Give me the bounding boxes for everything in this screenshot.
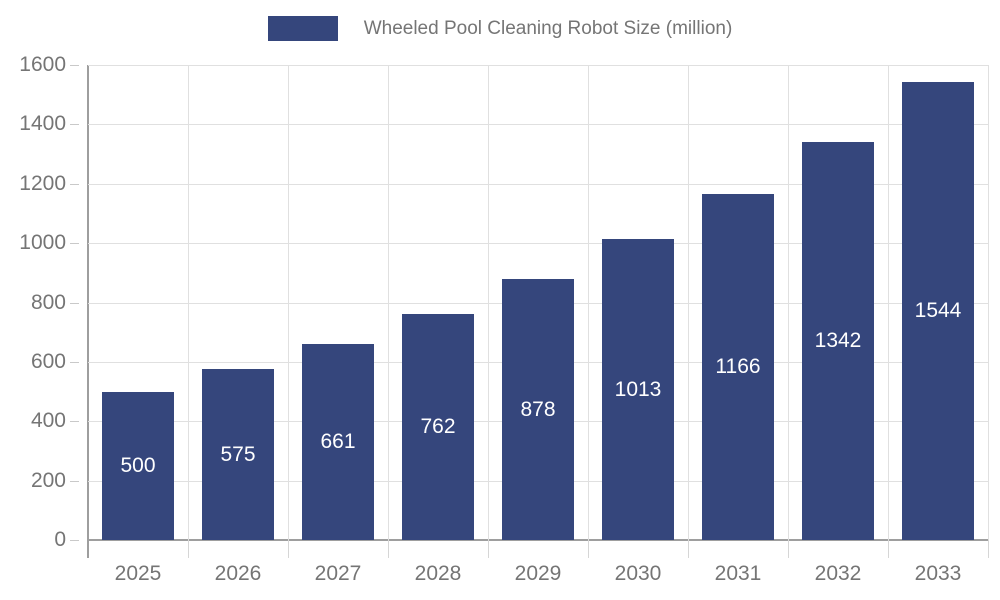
v-gridline [988,65,989,540]
bar: 661 [302,343,374,540]
bar-value-label: 575 [220,442,256,466]
v-gridline [888,65,889,540]
bar: 575 [202,369,274,540]
y-tick-label: 400 [30,409,66,433]
v-gridline [188,65,189,540]
x-tick-label: 2031 [714,562,762,585]
bar: 878 [502,279,574,540]
y-tick-label: 600 [30,349,66,373]
x-axis-tick [488,540,489,558]
x-tick-label: 2027 [314,562,362,585]
bar: 1342 [802,141,874,540]
bar-value-label: 762 [420,414,456,438]
v-gridline [588,65,589,540]
x-axis-tick [288,540,289,558]
h-gridline [88,65,988,66]
x-tick-label: 2025 [114,562,162,585]
x-axis-tick [788,540,789,558]
x-tick-label: 2033 [914,562,962,585]
y-axis-tick [70,243,79,245]
y-tick-label: 1600 [19,53,66,76]
bar-value-label: 661 [320,429,356,453]
bar-value-label: 1013 [614,377,662,401]
bar: 762 [402,313,474,540]
y-axis-tick [70,65,79,66]
bar-value-label: 1342 [814,328,862,352]
bar-value-label: 878 [520,397,556,421]
x-axis-tick [188,540,189,558]
bar-value-label: 1544 [914,298,962,322]
h-gridline [88,124,988,126]
y-axis-tick [70,124,79,126]
chart-legend: Wheeled Pool Cleaning Robot Size (millio… [0,16,1000,41]
legend-series-label: Wheeled Pool Cleaning Robot Size (millio… [363,17,733,39]
y-tick-label: 1200 [19,171,66,195]
x-axis-tick [588,540,589,558]
v-gridline [288,65,289,540]
x-tick-label: 2029 [514,562,562,585]
bar: 500 [102,391,174,540]
bar: 1013 [602,239,674,540]
v-gridline [788,65,789,540]
x-axis-tick [888,540,889,558]
y-tick-label: 0 [54,528,66,551]
y-tick-label: 1000 [19,231,66,255]
y-tick-label: 1400 [19,112,66,136]
x-tick-label: 2026 [214,562,262,585]
y-axis-tick [70,183,79,185]
v-gridline [488,65,489,540]
y-tick-label: 800 [30,290,66,314]
y-axis-line [87,65,89,558]
x-tick-label: 2028 [414,562,462,585]
v-gridline [388,65,389,540]
y-tick-label: 200 [30,468,66,492]
x-axis-tick [988,540,989,558]
y-axis-tick [70,540,79,541]
h-gridline [88,243,988,245]
bar-value-label: 500 [120,453,156,477]
bar: 1544 [902,81,974,540]
v-gridline [688,65,689,540]
x-axis-tick [688,540,689,558]
plot-area: 0 200 400 600 800 1000 1200 1400 1600 500 2025 575 2… [19,53,989,585]
x-axis-line [88,539,988,541]
h-gridline [88,183,988,185]
y-axis-tick [70,302,79,304]
bar-value-label: 1166 [715,354,761,378]
x-axis-tick [388,540,389,558]
x-tick-label: 2030 [614,562,662,585]
bar: 1166 [702,193,774,540]
x-tick-label: 2032 [814,562,862,585]
y-axis-tick [70,480,79,482]
y-axis-tick [70,361,79,363]
legend-swatch [267,16,338,41]
y-axis-tick [70,421,79,423]
